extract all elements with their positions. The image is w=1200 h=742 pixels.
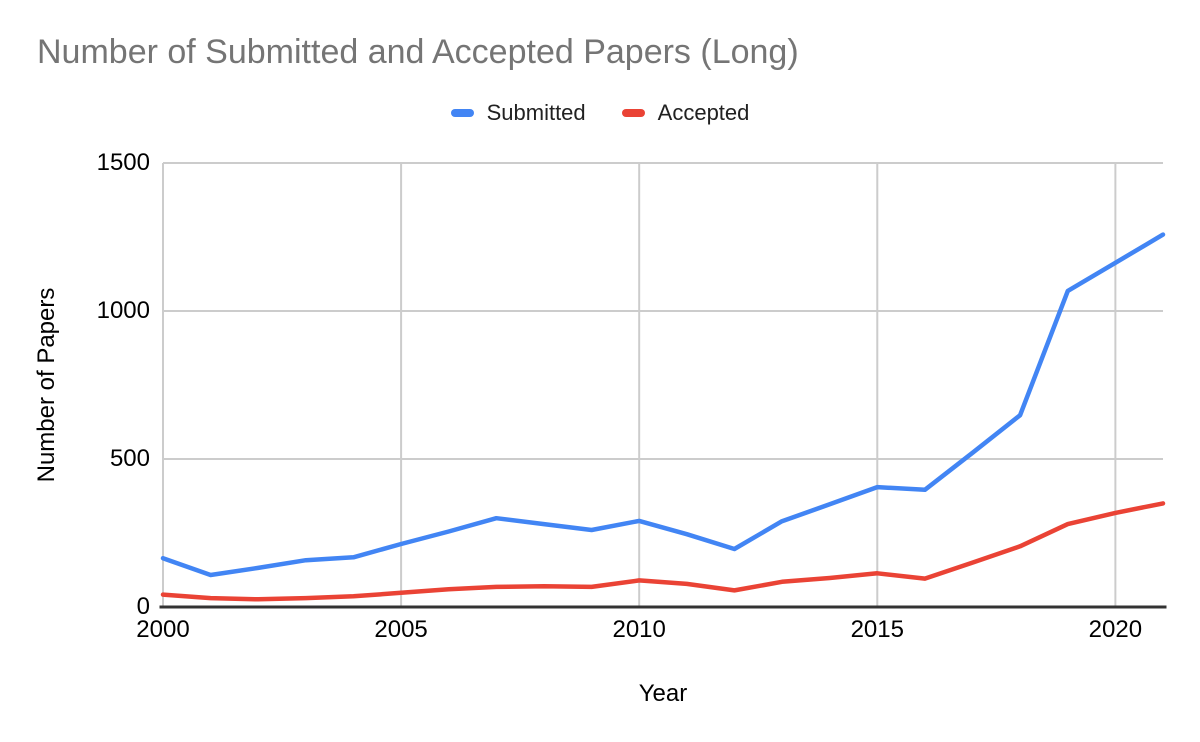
- y-tick-label: 1500: [96, 149, 150, 176]
- y-tick-label: 0: [136, 593, 150, 620]
- y-axis-title: Number of Papers: [33, 287, 60, 483]
- x-tick-label: 2020: [1088, 616, 1143, 643]
- x-tick-label: 2010: [612, 616, 666, 643]
- chart-title: Number of Submitted and Accepted Papers …: [37, 33, 799, 71]
- legend-label-accepted: Accepted: [657, 100, 750, 125]
- legend: Submitted Accepted: [0, 100, 1200, 126]
- legend-item-accepted: Accepted: [621, 100, 750, 126]
- x-tick-label: 2005: [374, 616, 428, 643]
- line-series-accepted: [160, 501, 1166, 602]
- y-tick-label: 1000: [96, 297, 150, 324]
- y-tick-label: 500: [109, 445, 150, 472]
- legend-swatch-accepted: [621, 109, 645, 117]
- series-lines: [160, 232, 1166, 602]
- line-series-submitted: [160, 232, 1166, 578]
- x-tick-label: 2015: [850, 616, 904, 643]
- x-tick-label: 2000: [136, 616, 190, 643]
- legend-label-submitted: Submitted: [486, 100, 586, 125]
- gridlines: [162, 162, 1163, 607]
- x-axis-title: Year: [638, 680, 688, 707]
- legend-item-submitted: Submitted: [450, 100, 586, 126]
- legend-swatch-submitted: [450, 109, 474, 117]
